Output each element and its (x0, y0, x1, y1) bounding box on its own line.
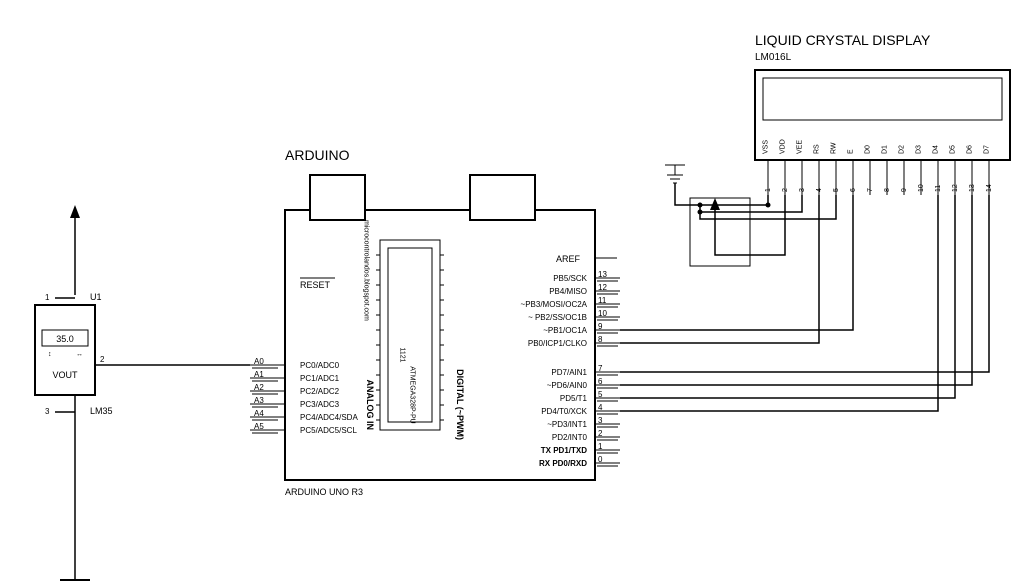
arduino-alabel-5: PC5/ADC5/SCL (300, 426, 357, 435)
arduino-url: microcontrolandos.blogspot.com (363, 220, 370, 321)
arduino-alabel-4: PC4/ADC4/SDA (300, 413, 358, 422)
lcd-pinlabel-1: VDD (780, 139, 787, 154)
arduino-chip: ATMEGA328P-PU (409, 366, 416, 423)
arduino-rllabel-5: PD2/INT0 (552, 433, 588, 442)
arduino-rulabel-4: ~PB1/OC1A (543, 326, 587, 335)
lcd-pinlabel-3: RS (814, 144, 821, 154)
arduino-rupin-3: 10 (598, 309, 607, 318)
lcd-pinlabel-5: E (848, 149, 855, 154)
arduino-rllabel-3: PD4/T0/XCK (541, 407, 587, 416)
arduino-aref: AREF (556, 254, 581, 264)
arduino-rulabel-2: ~PB3/MOSI/OC2A (521, 300, 588, 309)
lcd-pinlabel-8: D2 (899, 145, 906, 154)
lcd-pinlabel-4: RW (831, 142, 838, 154)
arduino-block: ARDUINO ATMEGA328P-PU 1121 microcontrola… (250, 147, 620, 497)
lcd-pinnum-4: 5 (833, 188, 840, 192)
arduino-rupin-2: 11 (598, 296, 607, 305)
svg-text:↔: ↔ (76, 351, 83, 358)
wiring (620, 165, 989, 411)
lcd-pinlabel-11: D5 (950, 145, 957, 154)
sensor-pin2-num: 2 (100, 355, 105, 364)
arduino-apin-A0: A0 (254, 357, 264, 366)
lcd-pinlabel-10: D4 (933, 145, 940, 154)
arduino-rllabel-1: ~PD6/AIN0 (547, 381, 588, 390)
arduino-rlpin-3: 4 (598, 403, 603, 412)
svg-text:↕: ↕ (48, 351, 52, 358)
lcd-pinnum-11: 12 (952, 184, 959, 192)
arduino-rlpin-1: 6 (598, 377, 603, 386)
arduino-rlpin-2: 5 (598, 390, 603, 399)
lcd-pinnum-5: 6 (850, 188, 857, 192)
arduino-rulabel-1: PB4/MISO (549, 287, 587, 296)
arduino-rlpin-7: 0 (598, 455, 603, 464)
arduino-analogin: ANALOG IN (365, 380, 375, 431)
lcd-pinlabel-6: D0 (865, 145, 872, 154)
lcd-pinnum-8: 9 (901, 188, 908, 192)
arduino-rlpin-6: 1 (598, 442, 603, 451)
lcd-title: LIQUID CRYSTAL DISPLAY (755, 32, 931, 48)
arduino-apin-A1: A1 (254, 370, 264, 379)
arduino-rllabel-4: ~PD3/INT1 (547, 420, 587, 429)
arduino-rulabel-3: ~ PB2/SS/OC1B (528, 313, 587, 322)
arduino-alabel-2: PC2/ADC2 (300, 387, 340, 396)
lcd-pinnum-0: 1 (765, 188, 772, 192)
lcd-pinnum-9: 10 (918, 184, 925, 192)
arduino-rulabel-0: PB5/SCK (553, 274, 587, 283)
lcd-block: LIQUID CRYSTAL DISPLAY LM016L VSS 1 VDD 2 VE… (755, 32, 1010, 195)
arduino-alabel-1: PC1/ADC1 (300, 374, 340, 383)
lcd-pinnum-2: 3 (799, 188, 806, 192)
lcd-pinnum-3: 4 (816, 188, 823, 192)
lcd-pinnum-1: 2 (782, 188, 789, 192)
arduino-rulabel-5: PB0/ICP1/CLKO (528, 339, 587, 348)
lcd-pinlabel-7: D1 (882, 145, 889, 154)
lcd-pinlabel-9: D3 (916, 145, 923, 154)
arduino-rupin-0: 13 (598, 270, 607, 279)
arduino-rlpin-5: 2 (598, 429, 603, 438)
arduino-rllabel-6: TX PD1/TXD (541, 446, 587, 455)
arduino-rllabel-2: PD5/T1 (560, 394, 588, 403)
sensor-value: 35.0 (56, 334, 74, 344)
arduino-apin-A2: A2 (254, 383, 264, 392)
lcd-pinnum-6: 7 (867, 188, 874, 192)
sensor-vout: VOUT (52, 370, 78, 380)
arduino-rupin-1: 12 (598, 283, 607, 292)
lcd-part: LM016L (755, 52, 792, 63)
lcd-pinnum-7: 8 (884, 188, 891, 192)
lcd-pinnum-10: 11 (935, 185, 942, 192)
arduino-digital: DIGITAL (~PWM) (455, 369, 465, 440)
lcd-pinnum-13: 14 (986, 184, 993, 192)
arduino-apin-A5: A5 (254, 422, 264, 431)
arduino-subtitle: ARDUINO UNO R3 (285, 487, 363, 497)
sensor-pin1-num: 1 (45, 293, 50, 302)
arduino-title: ARDUINO (285, 147, 350, 163)
lcd-pinlabel-12: D6 (967, 145, 974, 154)
arduino-rupin-5: 8 (598, 335, 603, 344)
sensor-block: 1 U1 35.0 ↕ ↔ VOUT 2 3 LM35 (35, 205, 113, 580)
arduino-alabel-0: PC0/ADC0 (300, 361, 340, 370)
arduino-alabel-3: PC3/ADC3 (300, 400, 340, 409)
sensor-pin3-num: 3 (45, 407, 50, 416)
lcd-pinlabel-13: D7 (984, 145, 991, 154)
arduino-apin-A4: A4 (254, 409, 264, 418)
arduino-reset: RESET (300, 280, 331, 290)
arduino-rllabel-7: RX PD0/RXD (539, 459, 587, 468)
lcd-pinlabel-0: VSS (763, 140, 770, 154)
arduino-rupin-4: 9 (598, 322, 603, 331)
arduino-rlpin-0: 7 (598, 364, 603, 373)
sensor-part: LM35 (90, 406, 113, 416)
arduino-chipnum: 1121 (399, 347, 406, 362)
arduino-apin-A3: A3 (254, 396, 264, 405)
sensor-ref: U1 (90, 292, 102, 302)
lcd-pinlabel-2: VEE (797, 140, 804, 154)
arduino-rlpin-4: 3 (598, 416, 603, 425)
arduino-rllabel-0: PD7/AIN1 (551, 368, 587, 377)
lcd-pinnum-12: 13 (969, 184, 976, 192)
